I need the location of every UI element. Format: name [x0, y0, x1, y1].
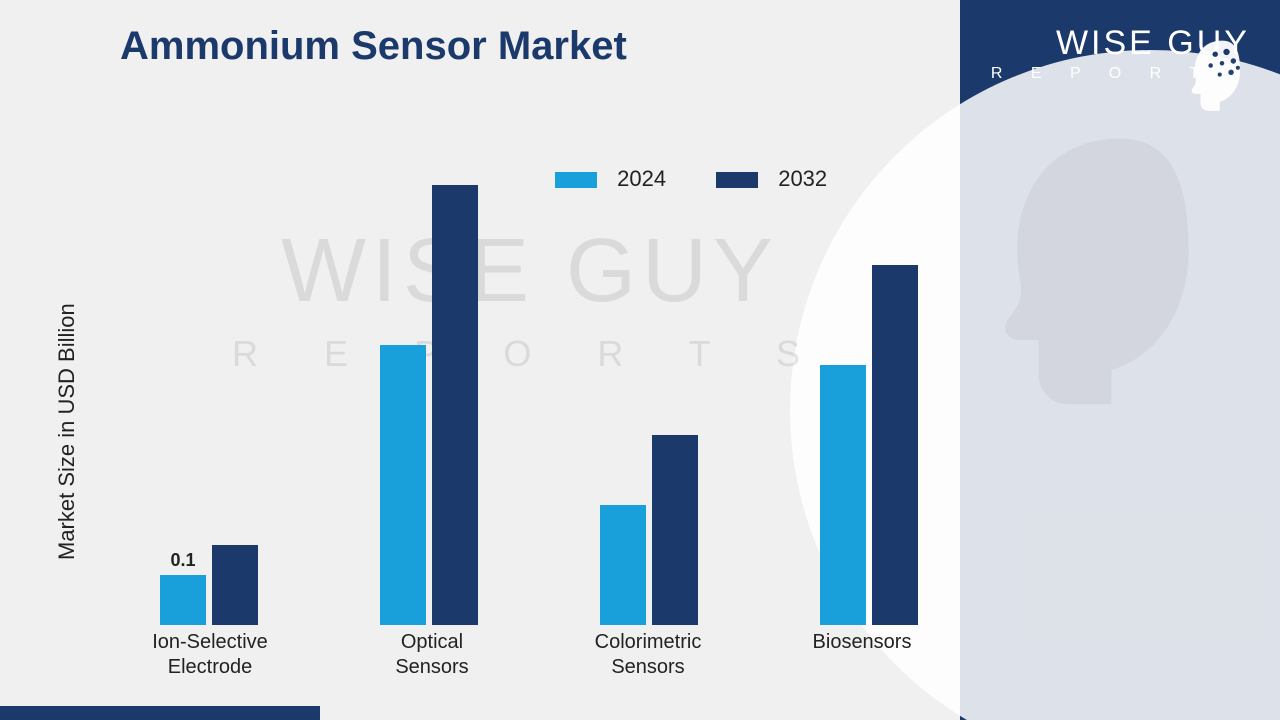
bar — [432, 185, 478, 625]
bar-value-label: 0.1 — [170, 550, 195, 571]
bar — [380, 345, 426, 625]
bar — [160, 575, 206, 625]
x-axis-category-label: ColorimetricSensors — [548, 630, 748, 680]
x-axis-category-label: Ion-SelectiveElectrode — [120, 630, 300, 680]
footer-accent-bar — [0, 706, 320, 720]
bar-group — [600, 435, 698, 625]
bar-group — [820, 265, 918, 625]
chart-canvas: WISE GUY R E P O R T S Ammonium Sensor M… — [0, 0, 1280, 720]
bar — [600, 505, 646, 625]
chart-title: Ammonium Sensor Market — [120, 24, 627, 69]
watermark-head-icon — [990, 130, 1250, 430]
bar — [872, 265, 918, 625]
bar-chart-plot: 0.1 — [100, 165, 970, 625]
bar — [652, 435, 698, 625]
bar — [820, 365, 866, 625]
y-axis-label: Market Size in USD Billion — [54, 303, 80, 560]
x-axis-category-label: Biosensors — [782, 630, 942, 655]
head-icon — [1188, 38, 1256, 118]
bar-group — [380, 185, 478, 625]
brand-logo: WISE GUY R E P O R T S — [991, 24, 1250, 83]
x-axis-category-label: OpticalSensors — [352, 630, 512, 680]
bar — [212, 545, 258, 625]
